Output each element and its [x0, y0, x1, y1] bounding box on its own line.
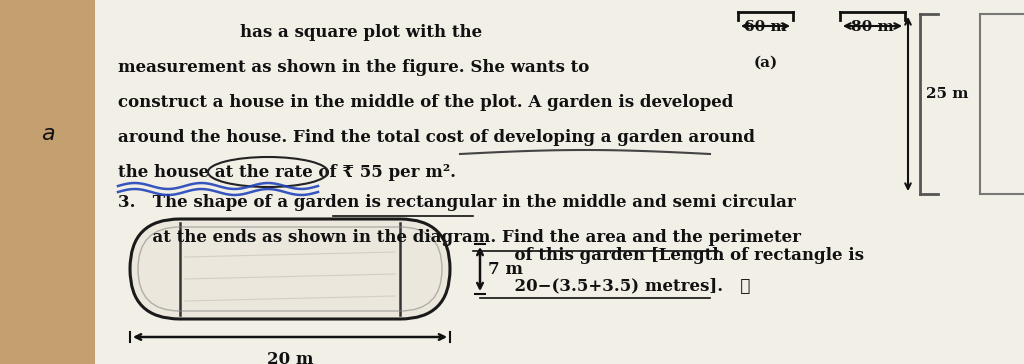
- Text: 80 m: 80 m: [851, 20, 894, 34]
- Text: construct a house in the middle of the plot. A garden is developed: construct a house in the middle of the p…: [118, 94, 733, 111]
- Text: (a): (a): [754, 56, 777, 70]
- Text: of this garden [Length of rectangle is: of this garden [Length of rectangle is: [480, 246, 864, 264]
- Text: 20−(3.5+3.5) metres].   ✓: 20−(3.5+3.5) metres]. ✓: [480, 278, 751, 295]
- Text: has a square plot with the: has a square plot with the: [240, 24, 482, 41]
- Text: 60 m: 60 m: [744, 20, 786, 34]
- Bar: [0, 0, 95, 364]
- Text: around the house. Find the total cost of developing a garden around: around the house. Find the total cost of…: [118, 129, 755, 146]
- Text: a: a: [41, 124, 55, 144]
- FancyBboxPatch shape: [130, 219, 450, 319]
- Text: measurement as shown in the figure. She wants to: measurement as shown in the figure. She …: [118, 59, 589, 76]
- Text: 20 m: 20 m: [266, 351, 313, 364]
- Text: 25 m: 25 m: [926, 87, 969, 101]
- Text: the house at the rate of ₹ 55 per m².: the house at the rate of ₹ 55 per m².: [118, 164, 456, 181]
- Text: 7 m: 7 m: [488, 261, 523, 277]
- Text: 3.   The shape of a garden is rectangular in the middle and semi circular: 3. The shape of a garden is rectangular …: [118, 194, 796, 211]
- Text: at the ends as shown in the diagram. Find the area and the perimeter: at the ends as shown in the diagram. Fin…: [118, 229, 801, 246]
